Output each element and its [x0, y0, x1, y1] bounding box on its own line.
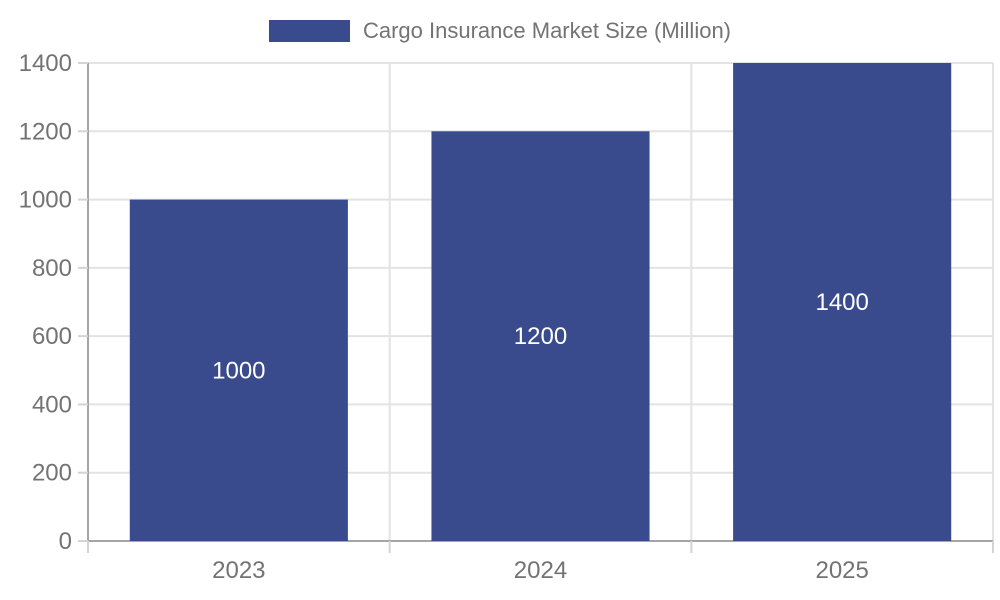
- bar-2024[interactable]: [431, 131, 650, 542]
- x-axis-tick-label: 2023: [212, 557, 265, 584]
- y-axis-tick-label: 800: [32, 255, 72, 282]
- y-axis-tick-label: 1400: [19, 50, 72, 77]
- x-axis-tick-label: 2024: [514, 557, 567, 584]
- y-axis-tick-label: 0: [59, 528, 72, 555]
- legend-swatch: [268, 20, 350, 42]
- bar-value-label: 1200: [514, 323, 567, 350]
- y-axis-tick-label: 1200: [19, 118, 72, 145]
- bar-2025[interactable]: [733, 63, 952, 541]
- legend-label: Cargo Insurance Market Size (Million): [362, 18, 732, 43]
- bar-value-label: 1000: [212, 357, 265, 384]
- x-axis-tick-label: 2025: [815, 557, 868, 584]
- y-axis-tick-label: 400: [32, 391, 72, 418]
- y-axis-tick-label: 1000: [19, 187, 72, 214]
- legend[interactable]: Cargo Insurance Market Size (Million): [268, 18, 732, 44]
- bar-value-label: 1400: [815, 289, 868, 316]
- y-axis-tick-label: 600: [32, 323, 72, 350]
- bar-2023[interactable]: [129, 199, 348, 542]
- y-axis-tick-label: 200: [32, 460, 72, 487]
